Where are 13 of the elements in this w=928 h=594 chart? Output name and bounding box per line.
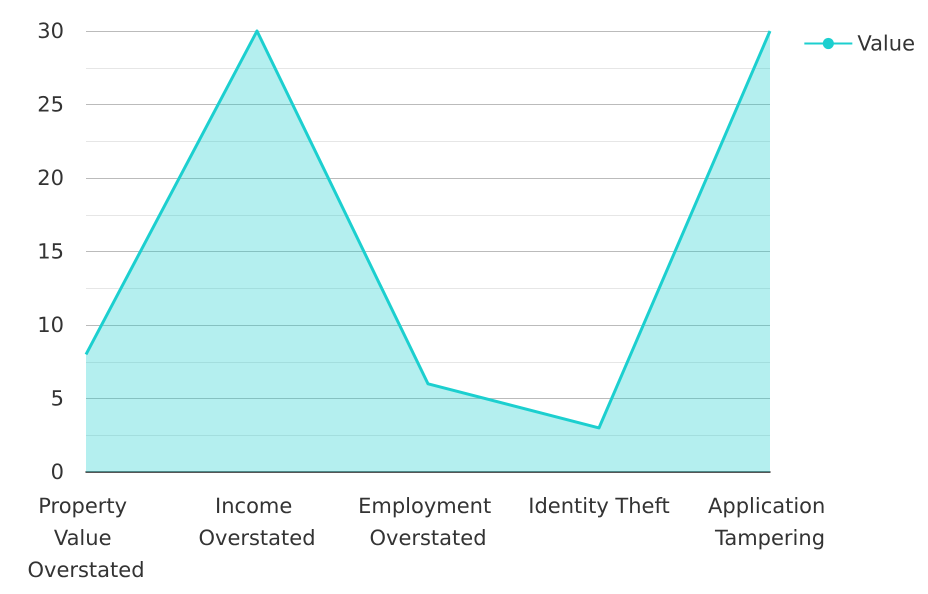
y-tick-label: 25	[37, 92, 64, 116]
y-tick-label: 15	[37, 240, 64, 264]
x-tick-label: Application Tampering	[708, 494, 832, 550]
x-tick-label: Income Overstated	[198, 494, 316, 550]
x-tick-label: Employment Overstated	[358, 494, 498, 550]
y-tick-label: 10	[37, 313, 64, 337]
x-tick-label: Property Value Overstated	[27, 494, 145, 582]
legend-label: Value	[857, 32, 916, 56]
y-tick-label: 0	[50, 460, 64, 484]
y-tick-label: 20	[37, 166, 64, 190]
y-tick-label: 30	[37, 19, 64, 43]
x-tick-label: Identity Theft	[528, 494, 670, 518]
y-tick-label: 5	[50, 386, 64, 410]
